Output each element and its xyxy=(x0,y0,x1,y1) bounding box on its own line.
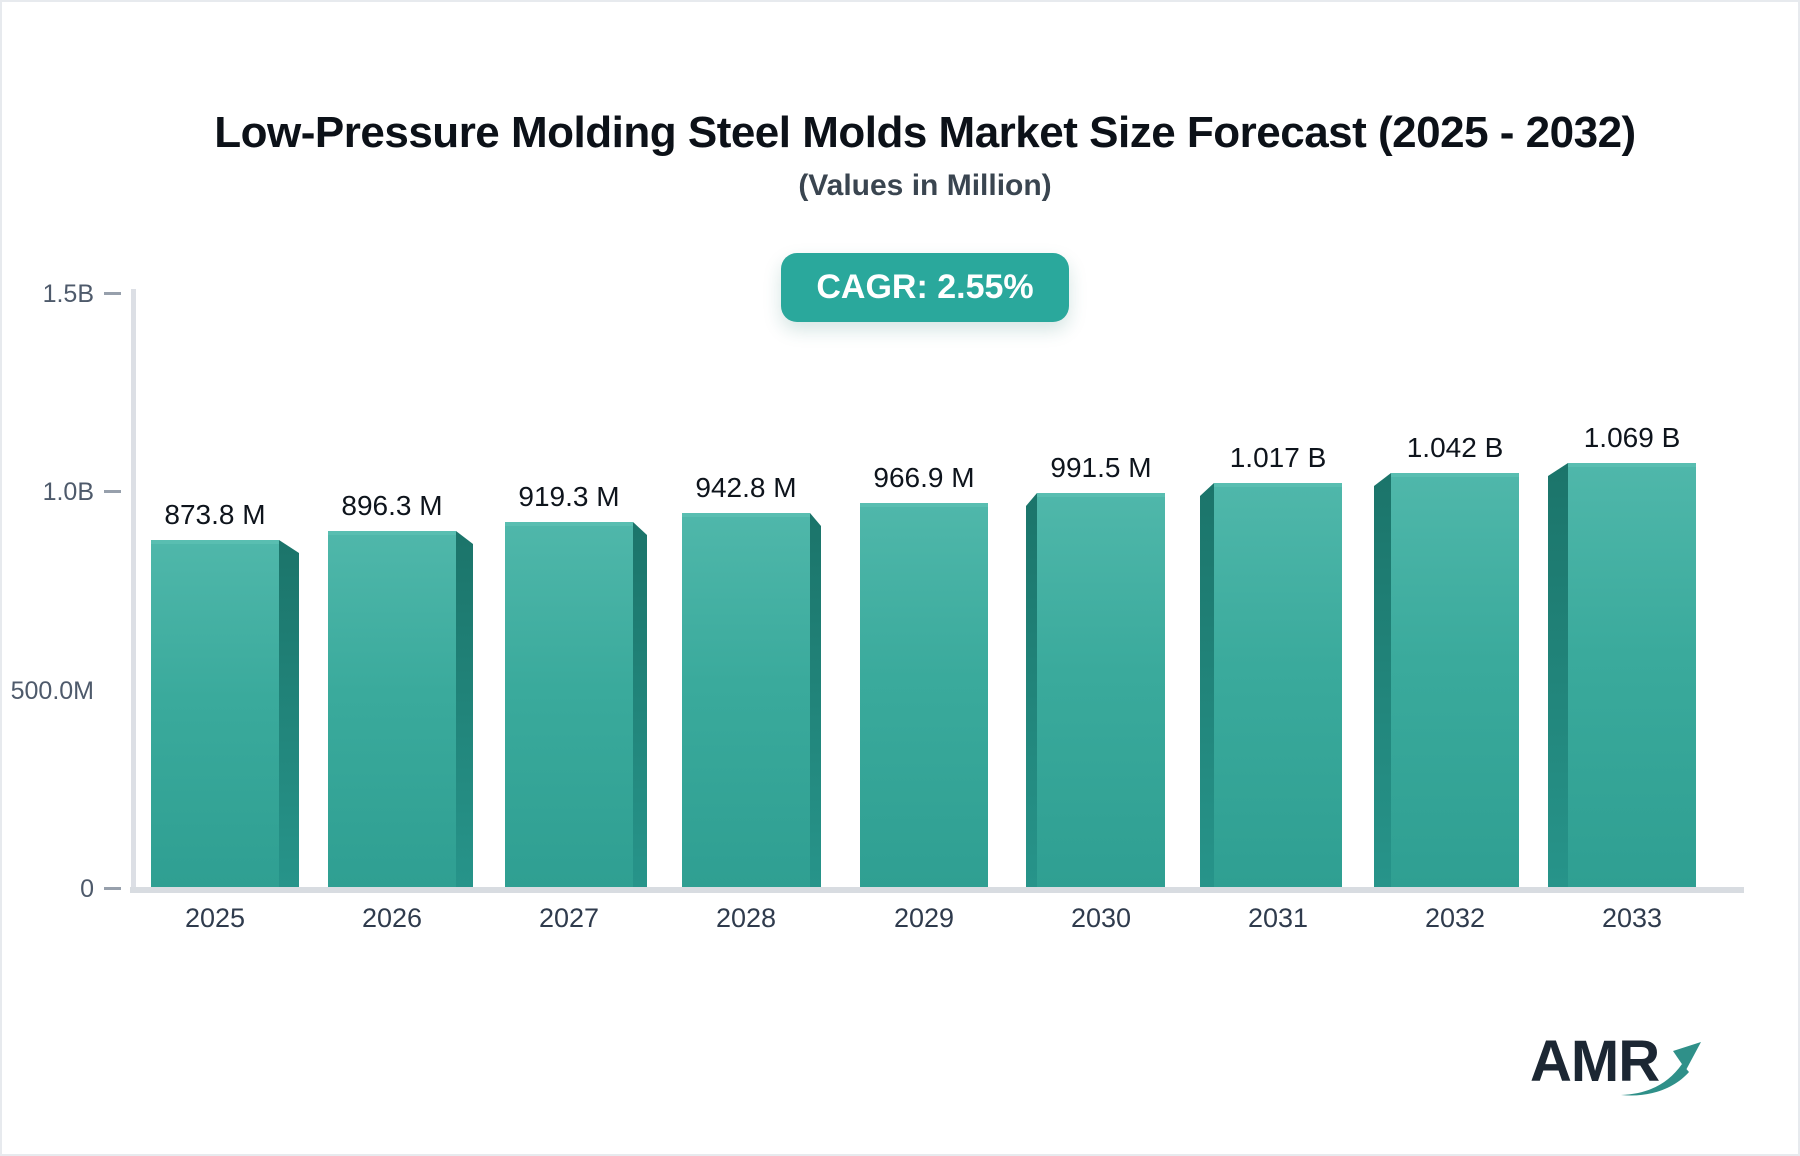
y-axis-label: 0 xyxy=(80,875,94,903)
bar-side-face xyxy=(810,513,821,887)
y-axis-tick xyxy=(104,292,121,295)
bar-value-label: 991.5 M xyxy=(1050,452,1152,483)
bar-2030[interactable]: 991.5 M 2030 xyxy=(1026,452,1165,933)
bar-2032[interactable]: 1.042 B 2032 xyxy=(1374,432,1519,933)
x-axis-baseline xyxy=(130,887,1744,893)
bar-2025[interactable]: 873.8 M 2025 xyxy=(151,499,299,933)
x-axis-label: 2030 xyxy=(1070,903,1132,933)
x-axis-label: 2029 xyxy=(893,903,955,933)
bar-front-face xyxy=(328,531,456,887)
amr-logo-text: AMR xyxy=(1530,1029,1660,1094)
x-axis-label: 2028 xyxy=(715,903,777,933)
x-axis-label: 2033 xyxy=(1601,903,1663,933)
x-axis-label: 2027 xyxy=(538,903,600,933)
bar-2027[interactable]: 919.3 M 2027 xyxy=(505,481,647,933)
bar-value-label: 1.017 B xyxy=(1229,442,1327,473)
chart-subtitle: (Values in Million) xyxy=(798,169,1052,202)
cagr-badge-row: CAGR: 2.55% xyxy=(132,253,1718,322)
bar-value-label: 1.069 B xyxy=(1583,422,1681,453)
x-axis-label: 2031 xyxy=(1247,903,1309,933)
bar-2033[interactable]: 1.069 B 2033 xyxy=(1548,422,1696,933)
bar-value-label: 919.3 M xyxy=(518,481,620,512)
bar-front-face xyxy=(860,503,988,887)
bar-side-face xyxy=(633,522,647,887)
x-axis-label: 2032 xyxy=(1424,903,1486,933)
bar-side-face xyxy=(1026,493,1037,887)
page-title: Low-Pressure Molding Steel Molds Market … xyxy=(214,108,1636,157)
y-axis-tick xyxy=(104,887,121,890)
bar-2026[interactable]: 896.3 M 2026 xyxy=(328,490,473,933)
bar-front-face xyxy=(682,513,810,887)
bar-value-label: 942.8 M xyxy=(695,472,797,503)
bar-side-face xyxy=(1548,463,1568,887)
bar-value-label: 1.042 B xyxy=(1406,432,1504,463)
y-axis-label: 1.5B xyxy=(42,280,94,308)
bar-front-face xyxy=(1391,473,1519,887)
bar-value-label: 873.8 M xyxy=(164,499,266,530)
y-axis-line xyxy=(131,289,136,893)
bar-front-face xyxy=(1037,493,1165,887)
bar-front-face xyxy=(151,540,279,887)
bar-side-face xyxy=(279,540,299,887)
x-axis-label: 2025 xyxy=(184,903,246,933)
bar-2029[interactable]: 966.9 M 2029 xyxy=(860,462,988,933)
y-axis-tick xyxy=(104,490,121,493)
bar-2031[interactable]: 1.017 B 2031 xyxy=(1200,442,1342,933)
y-axis-label: 500.0M xyxy=(10,677,94,705)
y-axis-label: 1.0B xyxy=(42,478,94,506)
bar-side-face xyxy=(1200,483,1214,887)
x-axis-label: 2026 xyxy=(361,903,423,933)
bar-front-face xyxy=(1568,463,1696,887)
bar-side-face xyxy=(1374,473,1391,887)
bar-front-face xyxy=(505,522,633,887)
growth-arrow-icon xyxy=(1621,1042,1701,1096)
bar-side-face xyxy=(456,531,473,887)
bar-value-label: 966.9 M xyxy=(873,462,975,493)
bar-front-face xyxy=(1214,483,1342,887)
amr-logo: AMR xyxy=(1530,1032,1715,1112)
bar-2028[interactable]: 942.8 M 2028 xyxy=(682,472,821,933)
cagr-badge: CAGR: 2.55% xyxy=(781,253,1069,322)
bar-value-label: 896.3 M xyxy=(341,490,443,521)
